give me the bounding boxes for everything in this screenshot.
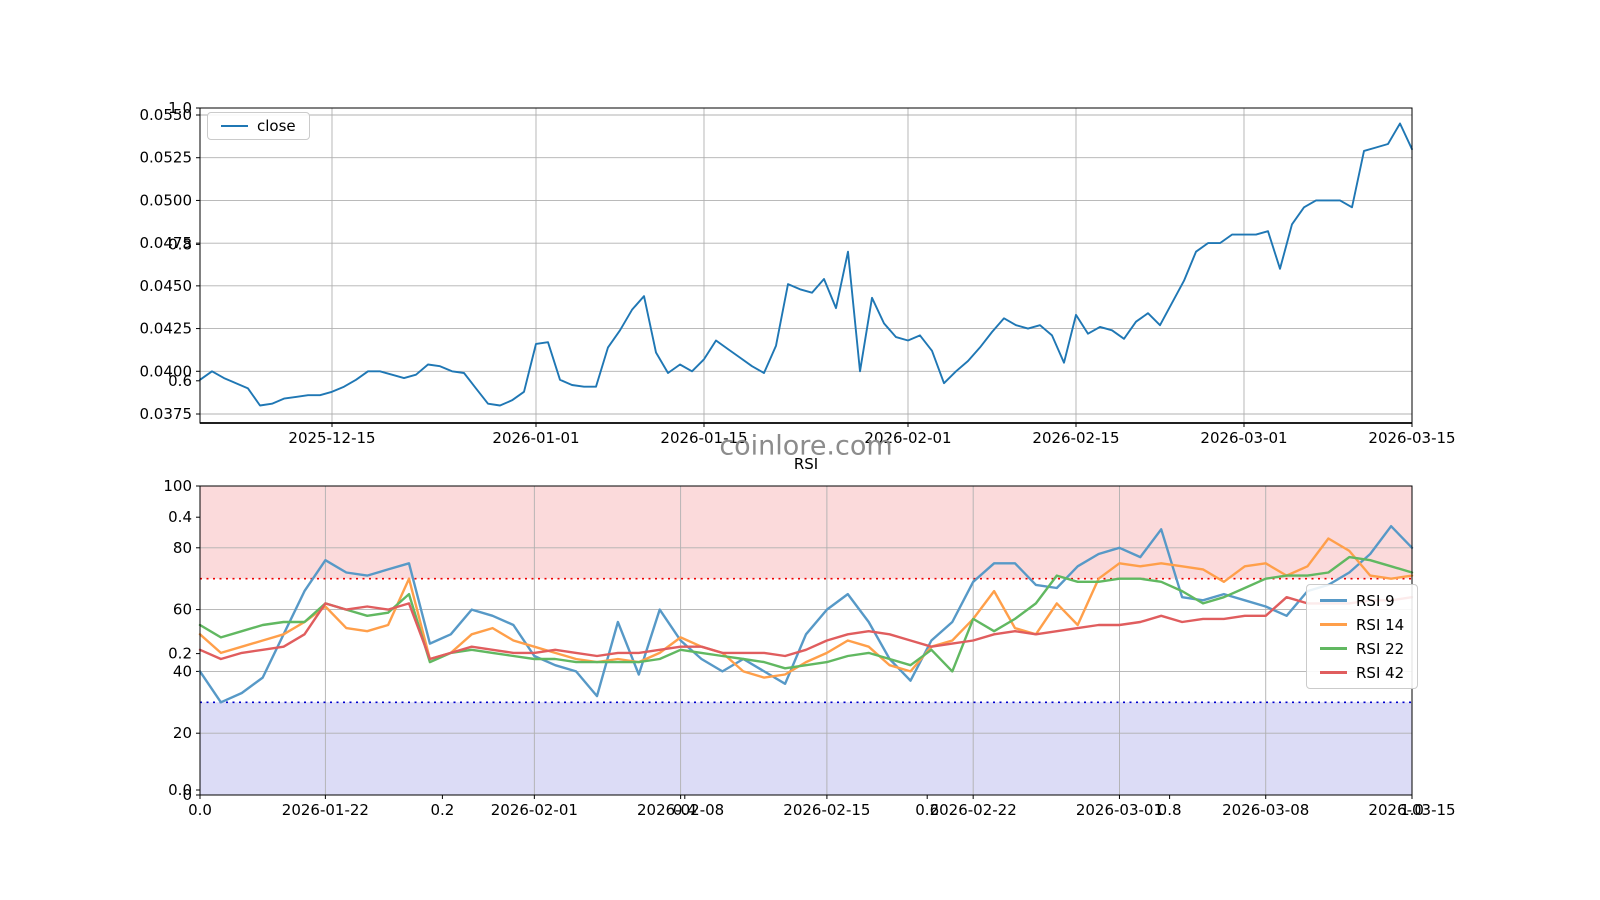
price-x-tick-label: 2025-12-15 (288, 429, 375, 447)
price-y-tick-label: 0.0450 (140, 277, 193, 295)
rsi-x-tick-label: 2026-03-08 (1222, 801, 1309, 819)
price-x-tick-label: 2026-03-15 (1368, 429, 1455, 447)
overlay-y-tick-label: 1.0 (168, 99, 192, 117)
rsi-y-tick-label: 60 (173, 601, 192, 619)
rsi-42-line (198, 596, 1414, 661)
rsi-y-tick-label: 40 (173, 662, 192, 680)
overlay-x-tick-label: 0.2 (430, 801, 454, 819)
rsi-x-tick-label: 2026-02-22 (930, 801, 1017, 819)
close-line (199, 122, 1413, 407)
rsi-x-tick-label: 2026-02-08 (637, 801, 724, 819)
legend-item-rsi-42: RSI 42 (1320, 664, 1404, 682)
price-legend: close (207, 112, 310, 140)
overbought-band (200, 486, 1412, 579)
rsi-x-tick-label: 2026-02-01 (491, 801, 578, 819)
rsi-14-line (198, 537, 1414, 679)
oversold-band (200, 702, 1412, 795)
legend-item-rsi-14: RSI 14 (1320, 616, 1404, 634)
overlay-y-tick-label: 0.2 (168, 645, 192, 663)
rsi-x-tick-label: 2026-02-15 (783, 801, 870, 819)
price-y-tick-label: 0.0550 (140, 106, 193, 124)
price-x-tick-label: 2026-01-01 (492, 429, 579, 447)
rsi-x-tick-label: 2026-03-15 (1368, 801, 1455, 819)
legend-item-rsi-9: RSI 9 (1320, 592, 1404, 610)
rsi-22-line-sample-icon (1320, 647, 1347, 650)
rsi-x-tick-label: 2026-01-22 (282, 801, 369, 819)
price-panel-border (199, 107, 1413, 424)
price-y-tick-label: 0.0400 (140, 362, 193, 380)
overlay-x-tick-label: 0.0 (188, 801, 212, 819)
price-y-tick-label: 0.0500 (140, 191, 193, 209)
price-y-tick-label: 0.0425 (140, 320, 193, 338)
rsi-y-tick-label: 100 (163, 477, 192, 495)
rsi-9-line-sample-icon (1320, 599, 1347, 602)
price-x-tick-label: 2026-03-01 (1200, 429, 1287, 447)
overlay-x-tick-label: 0.4 (673, 801, 697, 819)
rsi-9-line (198, 525, 1414, 704)
price-y-tick-label: 0.0475 (140, 234, 193, 252)
rsi-y-tick-label: 20 (173, 724, 192, 742)
close-legend-label: close (257, 117, 296, 135)
overlay-x-tick-label: 1.0 (1400, 801, 1424, 819)
watermark: coinlore.com (719, 430, 893, 462)
legend-item-rsi-22: RSI 22 (1320, 640, 1404, 658)
overlay-y-tick-label: 0.8 (168, 235, 192, 253)
rsi-panel-title: RSI (793, 455, 819, 473)
rsi-y-tick-label: 0 (182, 786, 192, 804)
overlay-x-tick-label: 0.6 (915, 801, 939, 819)
price-x-tick-label: 2026-01-15 (660, 429, 747, 447)
rsi-42-line-sample-icon (1320, 671, 1347, 674)
price-y-tick-label: 0.0375 (140, 405, 193, 423)
rsi-legend: RSI 9 RSI 14 RSI 22 RSI 42 (1306, 584, 1419, 689)
overlay-x-tick-label: 0.8 (1158, 801, 1182, 819)
rsi-y-tick-label: 80 (173, 539, 192, 557)
price-x-tick-label: 2026-02-01 (864, 429, 951, 447)
rsi-14-line-sample-icon (1320, 623, 1347, 626)
rsi-22-line (198, 555, 1414, 673)
overlay-y-tick-label: 0.0 (168, 781, 192, 799)
overlay-y-tick-label: 0.6 (168, 372, 192, 390)
rsi-x-tick-label: 2026-03-01 (1076, 801, 1163, 819)
price-y-tick-label: 0.0525 (140, 149, 193, 167)
overlay-y-tick-label: 0.4 (168, 508, 192, 526)
price-x-tick-label: 2026-02-15 (1032, 429, 1119, 447)
close-line-sample-icon (221, 125, 248, 127)
